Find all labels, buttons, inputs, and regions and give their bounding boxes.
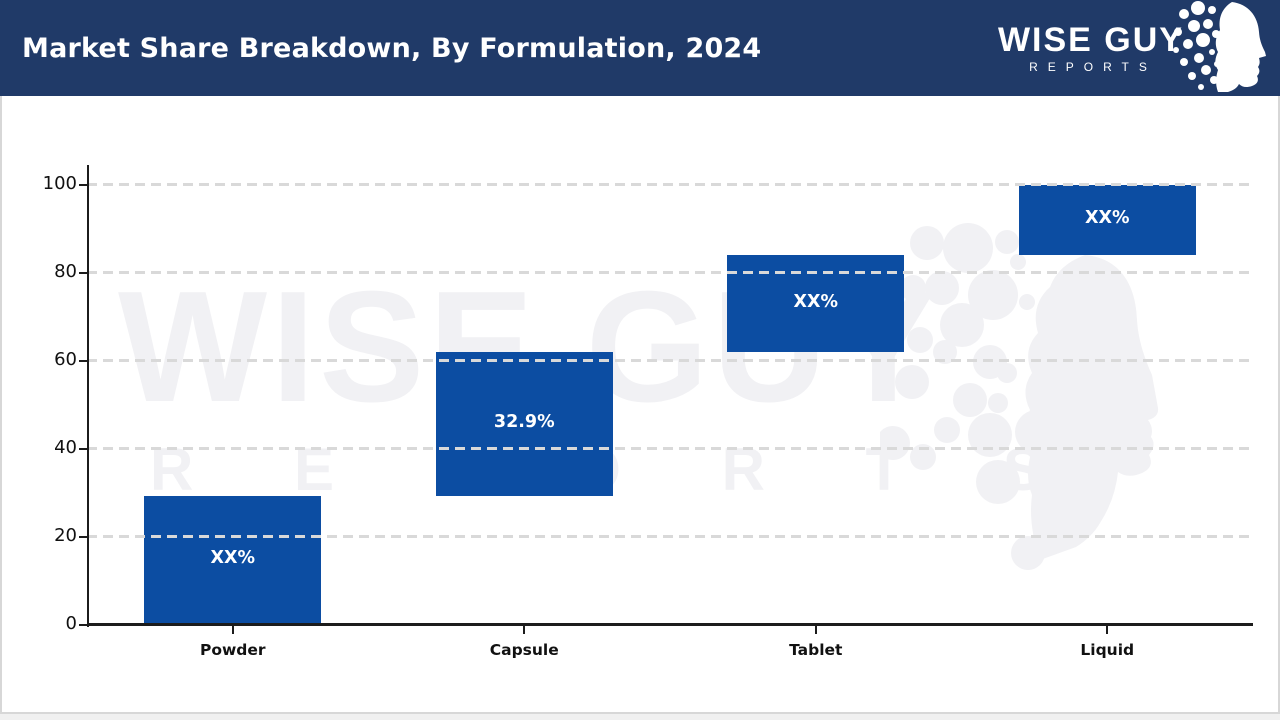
y-tick-label-80: 80 — [54, 260, 77, 282]
x-tick-label-powder: Powder — [199, 640, 266, 659]
bar-value-label-tablet: XX% — [793, 291, 839, 312]
logo-text: WISE GUY REPORTS — [998, 23, 1184, 74]
frame-bottom-strip — [0, 714, 1280, 720]
chart-title: Market Share Breakdown, By Formulation, … — [22, 32, 762, 64]
x-tick-capsule — [523, 626, 526, 634]
bar-liquid — [1018, 184, 1196, 256]
y-tick-label-100: 100 — [42, 172, 77, 194]
y-tick-0 — [79, 623, 87, 626]
y-tick-label-40: 40 — [54, 436, 77, 458]
bar-value-label-liquid: XX% — [1084, 207, 1130, 228]
y-tick-60 — [79, 359, 87, 362]
watermark-head-dots-icon — [876, 222, 1170, 574]
bar-powder — [144, 496, 322, 625]
x-tick-label-tablet: Tablet — [789, 640, 843, 659]
x-tick-label-capsule: Capsule — [489, 640, 559, 659]
logo-head-dots-icon — [1170, 0, 1266, 96]
gridline-40 — [87, 447, 1253, 450]
logo-subtitle: REPORTS — [1029, 59, 1157, 74]
gridline-20 — [87, 535, 1253, 538]
x-axis-line — [87, 623, 1253, 626]
gridline-60 — [87, 359, 1253, 362]
y-axis-spine — [87, 165, 89, 627]
y-tick-100 — [79, 183, 87, 186]
x-tick-liquid — [1106, 626, 1109, 634]
logo-wordmark: WISE GUY — [997, 20, 1184, 59]
y-tick-20 — [79, 535, 87, 538]
bar-value-label-powder: XX% — [210, 548, 256, 569]
header-bar: Market Share Breakdown, By Formulation, … — [0, 0, 1280, 96]
y-tick-label-60: 60 — [54, 348, 77, 370]
y-tick-label-20: 20 — [54, 524, 77, 546]
gridline-80 — [87, 271, 1253, 274]
wise-guy-reports-logo: WISE GUY REPORTS — [998, 0, 1280, 96]
bar-value-label-capsule: 32.9% — [493, 412, 555, 433]
x-tick-tablet — [814, 626, 817, 634]
y-tick-40 — [79, 447, 87, 450]
y-tick-80 — [79, 271, 87, 274]
x-tick-label-liquid: Liquid — [1080, 640, 1135, 659]
y-tick-label-0: 0 — [65, 612, 77, 634]
x-tick-powder — [231, 626, 234, 634]
bar-capsule — [435, 351, 613, 497]
frame-right-edge — [1278, 96, 1280, 714]
gridline-100 — [87, 183, 1253, 186]
frame-bottom-rule — [0, 712, 1280, 714]
frame-left-edge — [0, 96, 2, 714]
